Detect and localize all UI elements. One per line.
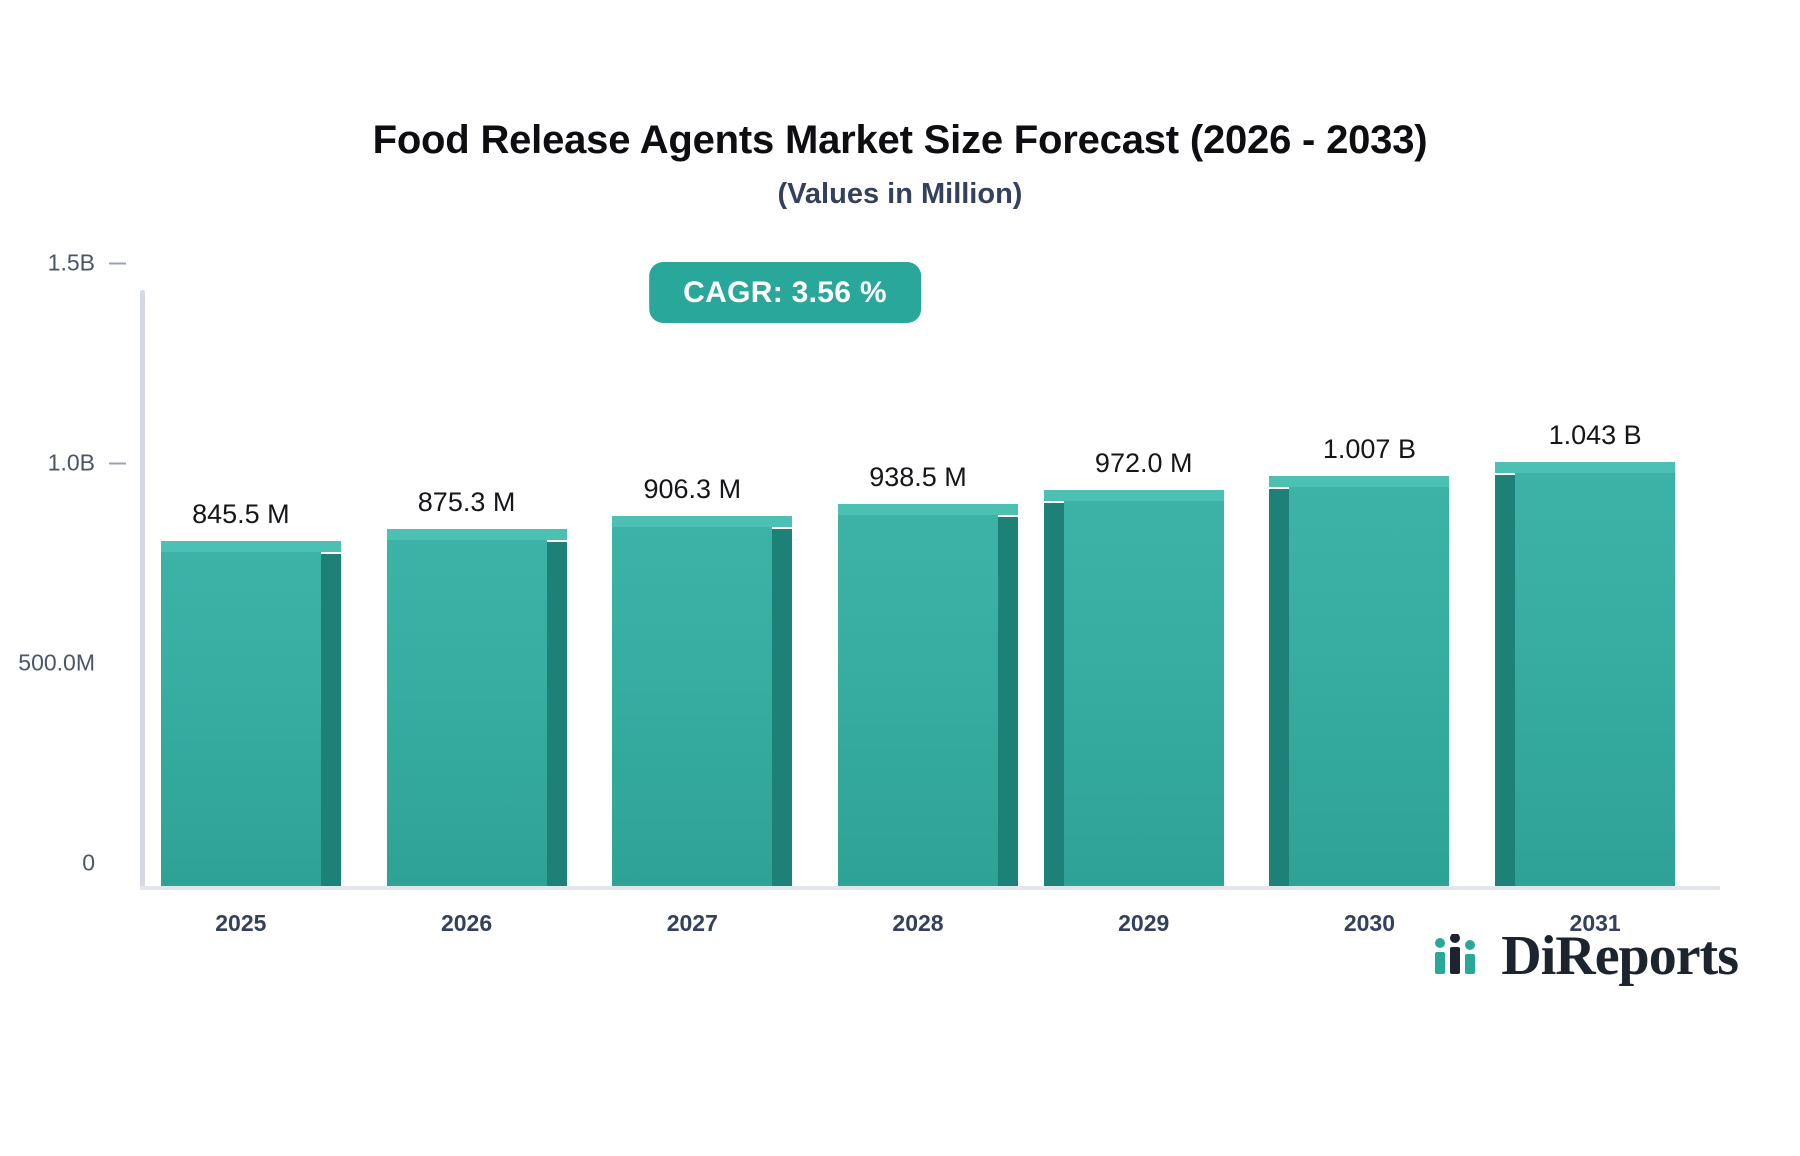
y-axis-tick: 500.0M — [18, 650, 140, 677]
y-axis-tick-mark — [109, 462, 126, 464]
bar[interactable]: 906.3 M — [612, 474, 793, 886]
bar-front-face — [1515, 468, 1676, 886]
bar[interactable]: 1.043 B — [1495, 420, 1676, 886]
bar-front-face — [1289, 483, 1450, 886]
bar-series: 845.5 M 875.3 M 906.3 M 938.5 M 972.0 M 1.007… — [140, 290, 1720, 890]
bar-side-face — [320, 553, 341, 886]
y-axis-tick: 1.0B — [48, 450, 140, 477]
bar-front-face — [386, 535, 547, 886]
y-axis-tick-mark — [109, 862, 126, 864]
bar-top-face — [1495, 461, 1676, 473]
bar[interactable]: 1.007 B — [1269, 434, 1450, 886]
y-axis-tick: 1.5B — [48, 250, 140, 277]
plot-area: 1.5B 1.0B 500.0M 0 845.5 M 875.3 M 906.3 M 938… — [18, 250, 1720, 936]
bar[interactable]: 845.5 M — [160, 499, 341, 886]
cagr-badge: CAGR: 3.56 % — [649, 262, 921, 323]
bar[interactable]: 875.3 M — [386, 487, 567, 886]
y-axis-line — [140, 290, 145, 890]
bar-value-label: 1.043 B — [1548, 419, 1642, 450]
brand-logo: DiReports — [1433, 925, 1739, 987]
bar-side-face — [1495, 474, 1516, 886]
bar[interactable]: 938.5 M — [838, 462, 1018, 886]
brand-name: DiReports — [1501, 925, 1739, 987]
bar-value-label: 845.5 M — [192, 498, 290, 529]
bar-side-face — [546, 541, 567, 886]
bar-top-face — [386, 528, 567, 540]
bar-value-label: 1.007 B — [1322, 434, 1416, 465]
bar-top-face — [1043, 490, 1224, 502]
page-subtitle: (Values in Million) — [777, 178, 1023, 210]
y-axis-tick-mark — [109, 262, 126, 264]
bar-top-face — [1269, 476, 1450, 488]
y-axis-tick-label: 1.5B — [47, 249, 95, 276]
bar-front-face — [612, 523, 773, 886]
bar-front-face — [838, 510, 998, 886]
bar-side-face — [998, 516, 1018, 886]
y-axis-tick-label: 1.0B — [47, 449, 95, 476]
x-axis-labels: 2025 2026 2027 2028 2029 2030 2031 — [140, 894, 1720, 944]
x-axis-line — [140, 886, 1720, 890]
bar-front-face — [1063, 497, 1224, 886]
bar-front-face — [160, 547, 321, 886]
y-axis-tick-label: 500.0M — [18, 649, 95, 676]
y-axis-tick-label: 0 — [82, 849, 95, 876]
x-axis-label: 2029 — [1118, 910, 1170, 936]
bar-value-label: 972.0 M — [1094, 448, 1193, 479]
x-axis-label: 2030 — [1343, 910, 1396, 936]
bar-chart-icon — [1433, 934, 1491, 976]
bar-top-face — [838, 503, 1018, 515]
x-axis-label: 2027 — [666, 910, 718, 936]
y-axis-tick: 0 — [82, 850, 140, 877]
bar-side-face — [772, 529, 793, 886]
page-title: Food Release Agents Market Size Forecast… — [372, 118, 1428, 162]
y-axis-tick-mark — [109, 662, 126, 664]
x-axis-label: 2025 — [215, 910, 267, 936]
bar[interactable]: 972.0 M — [1043, 448, 1224, 886]
x-axis-label: 2031 — [1569, 910, 1621, 936]
bar-side-face — [1043, 503, 1064, 886]
x-axis-label: 2026 — [440, 910, 493, 936]
bar-value-label: 906.3 M — [643, 474, 742, 505]
bar-top-face — [612, 516, 793, 528]
bar-top-face — [160, 540, 341, 552]
bar-value-label: 938.5 M — [869, 461, 967, 492]
bar-side-face — [1269, 489, 1290, 886]
bar-value-label: 875.3 M — [417, 486, 516, 517]
x-axis-label: 2028 — [892, 910, 944, 936]
